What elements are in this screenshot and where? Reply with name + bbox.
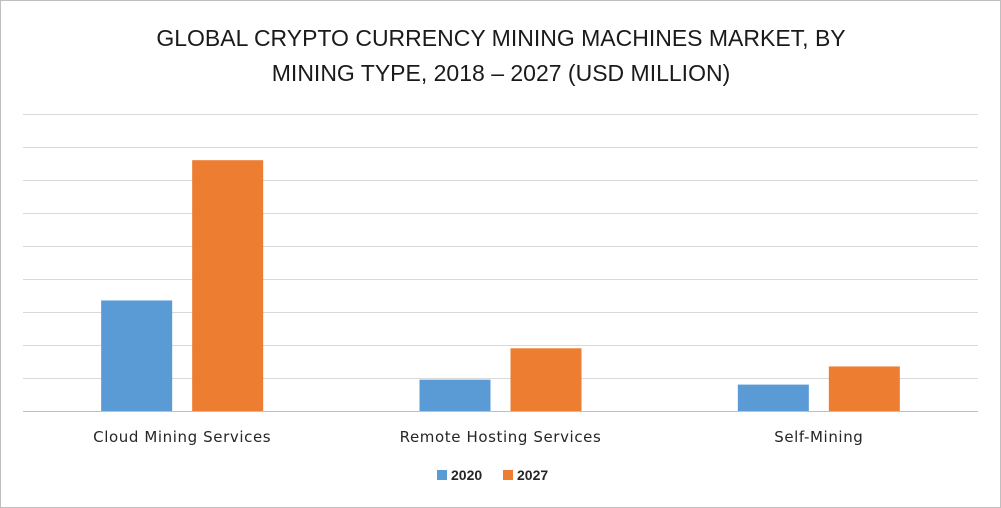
bar-2020-2	[737, 384, 809, 411]
legend-swatch-2027	[503, 470, 513, 480]
gridlines	[23, 114, 978, 412]
category-label-1: Remote Hosting Services	[400, 428, 602, 446]
bar-2020-0	[101, 300, 173, 411]
legend-swatch-2020	[437, 470, 447, 480]
bar-2020-1	[419, 379, 491, 411]
category-label-0: Cloud Mining Services	[93, 428, 271, 446]
category-labels: Cloud Mining Services Remote Hosting Serv…	[93, 428, 863, 446]
bars	[101, 160, 900, 411]
legend: 2020 2027	[437, 467, 548, 483]
bar-2027-1	[510, 348, 582, 411]
legend-label-2020: 2020	[451, 467, 482, 483]
chart-title-line-1: GLOBAL CRYPTO CURRENCY MINING MACHINES M…	[156, 25, 845, 51]
chart-title-line-2: MINING TYPE, 2018 – 2027 (USD MILLION)	[272, 60, 730, 86]
legend-label-2027: 2027	[517, 467, 548, 483]
category-label-2: Self-Mining	[774, 428, 863, 446]
bar-2027-0	[192, 160, 264, 411]
bar-2027-2	[828, 366, 900, 411]
